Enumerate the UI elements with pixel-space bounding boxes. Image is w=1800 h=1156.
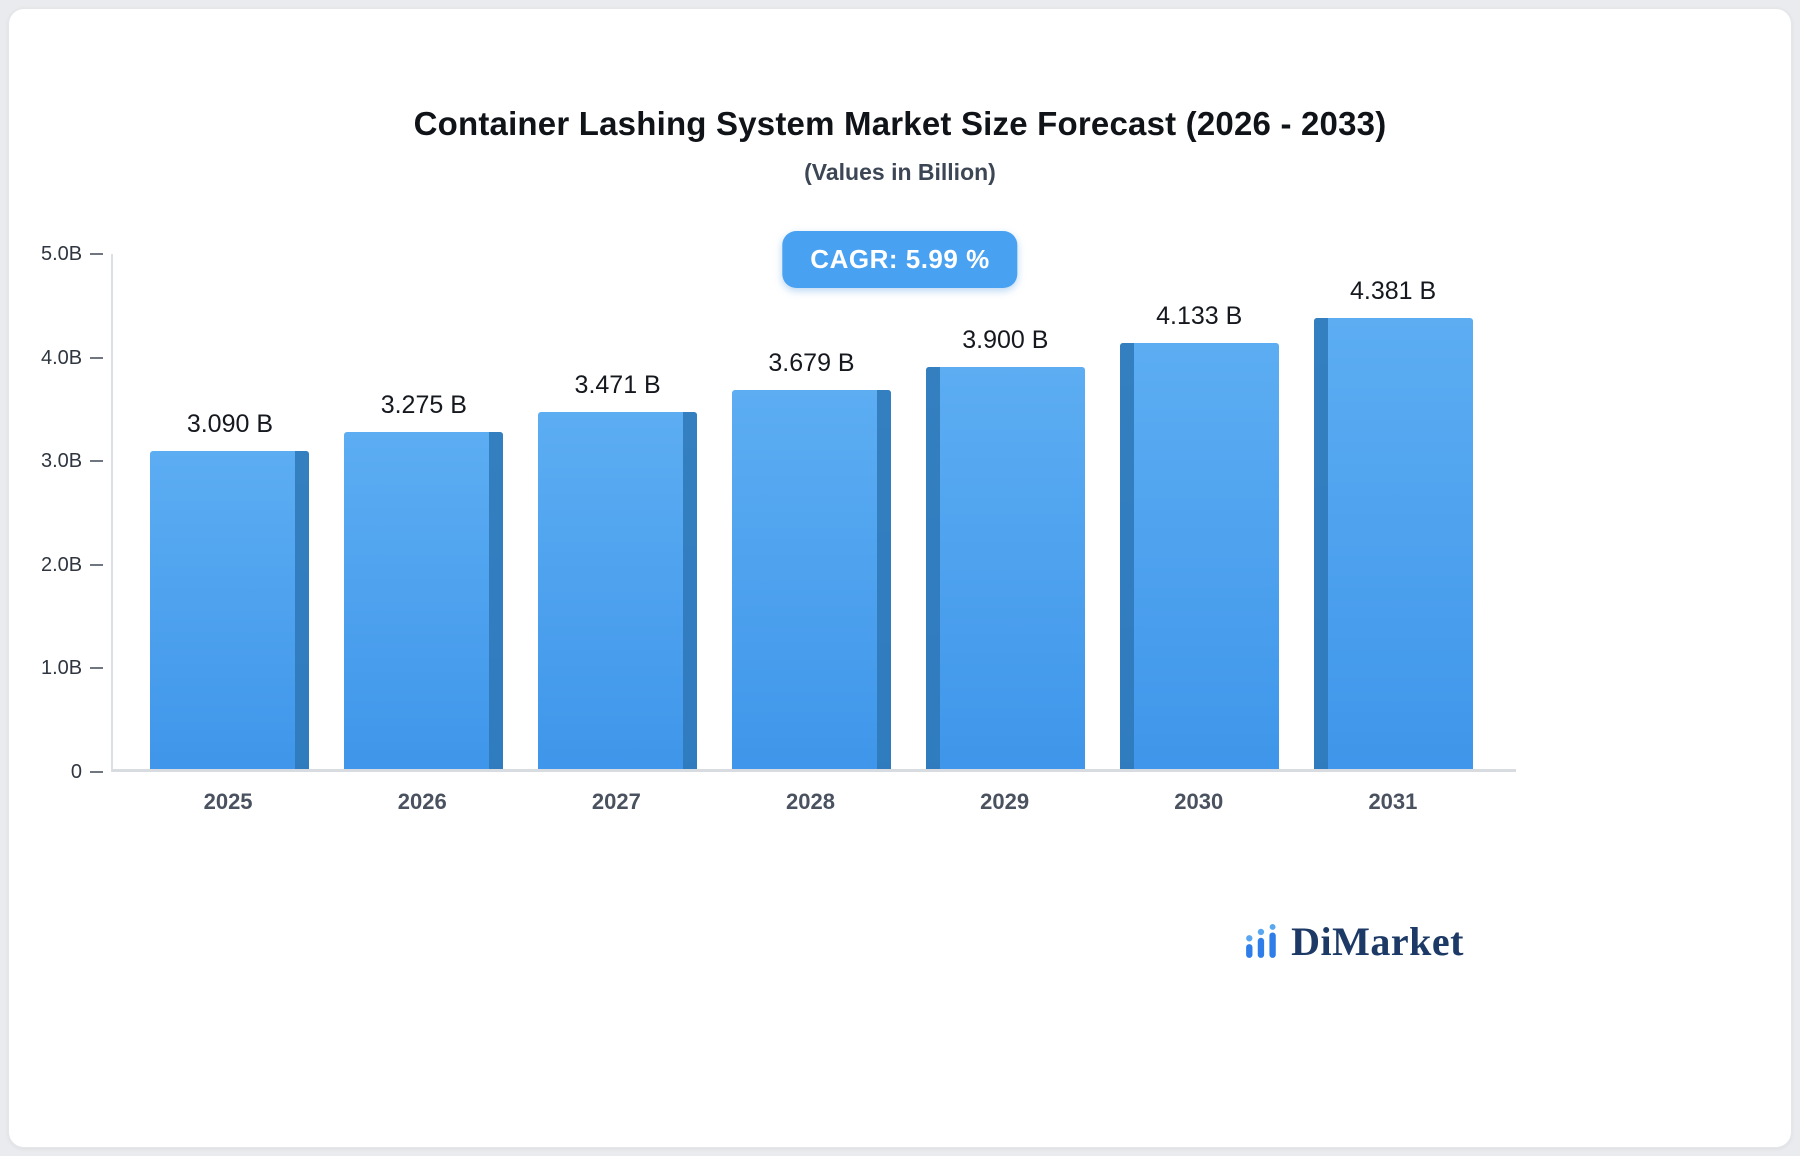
bar-value-label: 4.381 B bbox=[1349, 276, 1437, 305]
bar-value-label: 3.275 B bbox=[380, 390, 467, 419]
chart-subtitle: (Values in Billion) bbox=[804, 159, 996, 185]
plot-area: 3.090 B 3.275 B 3.471 B 3.679 B 3.900 B 4.133… bbox=[111, 254, 1516, 772]
x-axis-label: 2027 bbox=[591, 789, 641, 814]
bar-group: 4.133 B bbox=[1102, 254, 1296, 769]
bar-chart: 5.0B 4.0B 3.0B 2.0B 1.0B 0 3.090 B 3.275 B 3.47… bbox=[41, 244, 1516, 782]
bar-group: 3.471 B bbox=[521, 254, 715, 769]
y-axis: 5.0B 4.0B 3.0B 2.0B 1.0B 0 bbox=[41, 244, 111, 782]
bar-value-label: 4.133 B bbox=[1156, 302, 1243, 331]
bar-value-label: 3.679 B bbox=[768, 349, 855, 378]
bar bbox=[732, 390, 891, 769]
x-axis-label: 2026 bbox=[397, 789, 447, 814]
x-labels: 2025 2026 2027 2028 2029 2030 2031 bbox=[111, 775, 1516, 815]
bars: 3.090 B 3.275 B 3.471 B 3.679 B 3.900 B 4.133… bbox=[113, 254, 1516, 770]
brand-name: DiMarket bbox=[1291, 919, 1464, 964]
x-axis: 2025 2026 2027 2028 2029 2030 2031 bbox=[111, 775, 1516, 815]
x-axis-label: 2025 bbox=[203, 789, 253, 814]
bar bbox=[344, 431, 504, 770]
y-axis-tick-mark bbox=[90, 253, 103, 255]
bar-value-label: 3.090 B bbox=[186, 409, 274, 438]
bar-group: 3.679 B bbox=[715, 254, 909, 769]
y-axis-tick-mark bbox=[90, 356, 103, 359]
bar-value-label: 3.471 B bbox=[574, 370, 661, 399]
y-axis-tick-mark bbox=[90, 771, 103, 773]
bar bbox=[538, 411, 698, 769]
bar bbox=[1313, 317, 1473, 770]
x-axis-label: 2030 bbox=[1174, 789, 1224, 814]
bar-group: 3.090 B bbox=[133, 254, 327, 770]
y-axis-tick-mark bbox=[90, 460, 103, 463]
bar bbox=[150, 450, 310, 770]
brand-footer: DiMarket bbox=[1243, 918, 1464, 965]
y-axis-tick-mark bbox=[90, 667, 103, 670]
bar-chart-logo-icon bbox=[1246, 923, 1276, 958]
bar-group: 3.900 B bbox=[908, 254, 1102, 769]
bar-group: 4.381 B bbox=[1296, 254, 1490, 770]
x-axis-label: 2031 bbox=[1368, 789, 1418, 814]
chart-title: Container Lashing System Market Size For… bbox=[413, 105, 1387, 142]
bar bbox=[1119, 343, 1279, 769]
bar-value-label: 3.900 B bbox=[962, 326, 1049, 355]
bar bbox=[925, 367, 1085, 769]
chart-card: Container Lashing System Market Size For… bbox=[8, 8, 1792, 1148]
x-axis-label: 2029 bbox=[980, 789, 1030, 814]
x-axis-label: 2028 bbox=[786, 789, 835, 814]
cagr-badge: CAGR: 5.99 % bbox=[782, 231, 1018, 288]
bar-group: 3.275 B bbox=[327, 254, 521, 770]
y-axis-tick-mark bbox=[90, 563, 103, 566]
